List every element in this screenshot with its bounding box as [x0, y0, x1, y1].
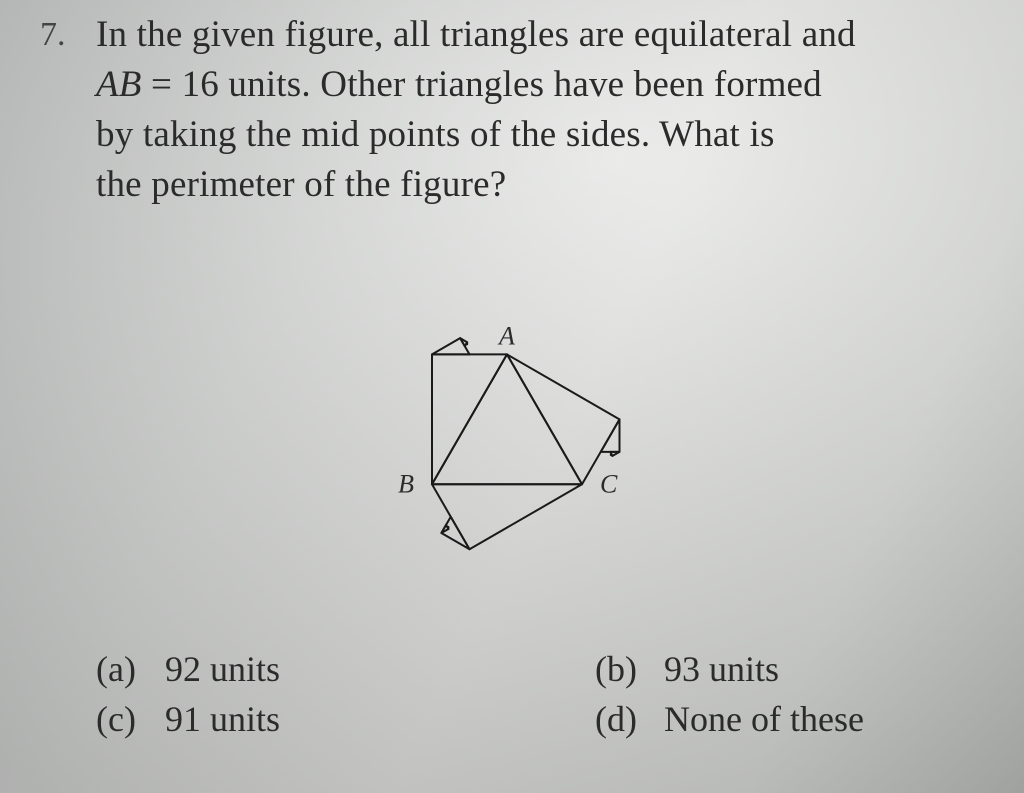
option-d: (d) None of these	[595, 698, 974, 740]
option-d-label: (d)	[595, 698, 655, 740]
q-line-2: = 16 units. Other triangles have been fo…	[142, 64, 822, 105]
svg-text:A: A	[497, 321, 515, 350]
option-c-text: 91 units	[165, 699, 280, 739]
svg-text:B: B	[398, 469, 414, 498]
option-a-text: 92 units	[165, 649, 280, 689]
option-c-label: (c)	[96, 698, 156, 740]
question-number: 7.	[40, 10, 96, 54]
question-row: 7. In the given figure, all triangles ar…	[40, 10, 974, 210]
svg-text:C: C	[600, 469, 618, 498]
option-b-label: (b)	[595, 648, 655, 690]
q-line-4: the perimeter of the figure?	[96, 164, 506, 205]
option-b-text: 93 units	[664, 649, 779, 689]
options-grid: (a) 92 units (b) 93 units (c) 91 units (…	[96, 648, 974, 740]
q-line-1: In the given figure, all triangles are e…	[96, 14, 856, 55]
question-text: In the given figure, all triangles are e…	[96, 10, 974, 210]
option-d-text: None of these	[664, 699, 864, 739]
option-a-label: (a)	[96, 648, 156, 690]
option-c: (c) 91 units	[96, 698, 475, 740]
option-a: (a) 92 units	[96, 648, 475, 690]
page: 7. In the given figure, all triangles ar…	[0, 0, 1024, 793]
q-variable-AB: AB	[96, 64, 142, 105]
geometry-figure: A B C	[297, 216, 717, 636]
option-b: (b) 93 units	[595, 648, 974, 690]
figure-container: A B C	[40, 216, 974, 636]
q-line-3: by taking the mid points of the sides. W…	[96, 114, 775, 155]
